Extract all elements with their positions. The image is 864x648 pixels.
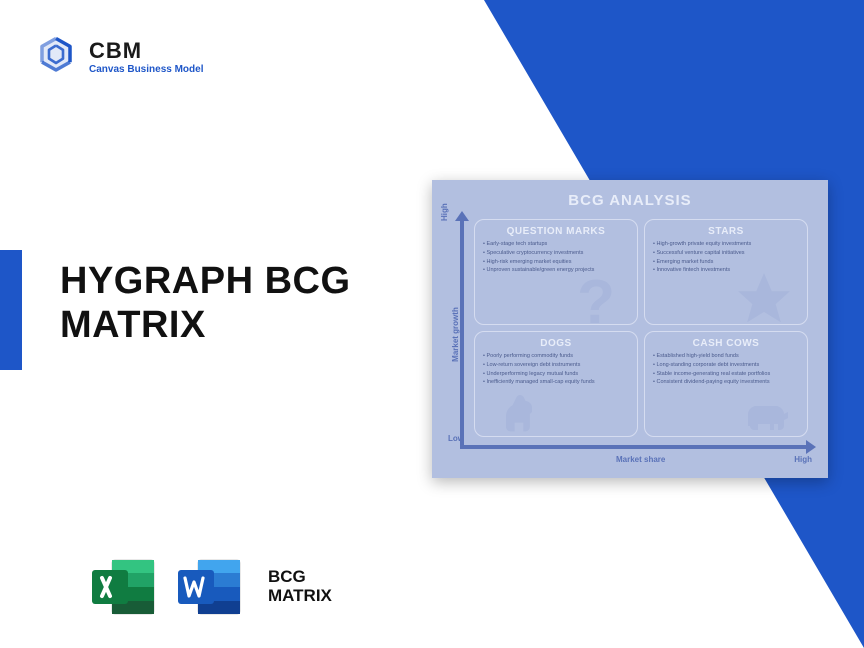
list-item: Consistent dividend-paying equity invest… (653, 378, 799, 387)
list-item: Speculative cryptocurrency investments (483, 249, 629, 258)
list-item: Inefficiently managed small-cap equity f… (483, 378, 629, 387)
x-axis-arrow (806, 440, 816, 454)
excel-icon (90, 556, 158, 618)
page-title: HYGRAPH BCGMATRIX (60, 260, 351, 347)
quadrant-stars: STARS High-growth private equity investm… (644, 219, 808, 325)
y-axis (460, 217, 464, 445)
x-axis-high-label: High (794, 455, 812, 464)
word-icon (176, 556, 244, 618)
bcg-chart-card: BCG ANALYSIS High Low Market growth Mark… (432, 180, 828, 478)
list-item: Stable income-generating real estate por… (653, 370, 799, 379)
quadrant-dogs: DOGS Poorly performing commodity funds L… (474, 331, 638, 437)
quadrant-list: Established high-yield bond funds Long-s… (653, 352, 799, 387)
y-axis-low-label: Low (448, 434, 464, 443)
y-axis-arrow (455, 211, 469, 221)
logo: CBM Canvas Business Model (35, 35, 203, 77)
list-item: Unproven sustainable/green energy projec… (483, 266, 629, 275)
list-item: High-risk emerging market equities (483, 258, 629, 267)
quadrant-title: QUESTION MARKS (483, 226, 629, 237)
logo-abbr: CBM (89, 38, 203, 64)
quadrant-cash-cows: CASH COWS Established high-yield bond fu… (644, 331, 808, 437)
list-item: Emerging market funds (653, 258, 799, 267)
y-axis-title: Market growth (451, 307, 460, 362)
star-icon (733, 268, 795, 325)
list-item: High-growth private equity investments (653, 240, 799, 249)
list-item: Established high-yield bond funds (653, 352, 799, 361)
list-item: Innovative fintech investments (653, 266, 799, 275)
dog-icon (493, 388, 545, 437)
quadrant-list: High-growth private equity investments S… (653, 240, 799, 275)
footer-label: BCGMATRIX (268, 568, 332, 605)
quadrant-title: CASH COWS (653, 338, 799, 349)
x-axis (460, 445, 810, 449)
list-item: Early-stage tech startups (483, 240, 629, 249)
quadrant-grid: ? QUESTION MARKS Early-stage tech startu… (474, 219, 808, 437)
list-item: Underperforming legacy mutual funds (483, 370, 629, 379)
quadrant-title: DOGS (483, 338, 629, 349)
quadrant-question-marks: ? QUESTION MARKS Early-stage tech startu… (474, 219, 638, 325)
quadrant-list: Poorly performing commodity funds Low-re… (483, 352, 629, 387)
cbm-logo-icon (35, 35, 77, 77)
question-mark-icon: ? (577, 267, 615, 325)
chart-title: BCG ANALYSIS (446, 192, 814, 209)
chart-body: High Low Market growth Market share High… (446, 215, 814, 467)
list-item: Poorly performing commodity funds (483, 352, 629, 361)
quadrant-title: STARS (653, 226, 799, 237)
list-item: Successful venture capital initiatives (653, 249, 799, 258)
x-axis-title: Market share (616, 455, 665, 464)
list-item: Long-standing corporate debt investments (653, 361, 799, 370)
quadrant-list: Early-stage tech startups Speculative cr… (483, 240, 629, 275)
footer-icons: BCGMATRIX (90, 556, 332, 618)
left-accent-bar (0, 250, 22, 370)
list-item: Low-return sovereign debt instruments (483, 361, 629, 370)
y-axis-high-label: High (440, 203, 449, 221)
cow-icon (739, 390, 797, 437)
logo-subtitle: Canvas Business Model (89, 64, 203, 75)
